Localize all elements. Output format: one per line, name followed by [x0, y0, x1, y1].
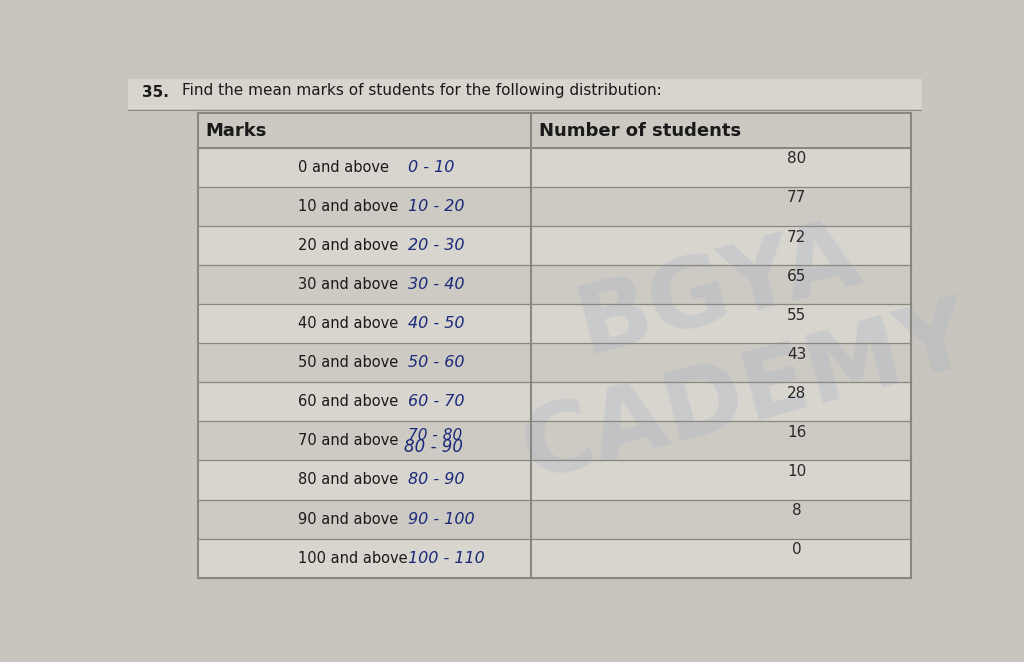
Text: 40 and above: 40 and above: [298, 316, 398, 331]
Text: 70 and above: 70 and above: [298, 434, 398, 448]
Bar: [198, 148, 910, 187]
Text: 35.: 35.: [142, 85, 169, 100]
Bar: [198, 226, 910, 265]
Text: 70 - 80: 70 - 80: [408, 428, 462, 443]
Text: 10 and above: 10 and above: [298, 199, 398, 214]
Text: Number of students: Number of students: [539, 122, 741, 140]
Bar: [198, 539, 910, 578]
Text: 10 - 20: 10 - 20: [408, 199, 464, 214]
Text: 100 - 110: 100 - 110: [408, 551, 484, 565]
Text: 10: 10: [787, 464, 807, 479]
Text: 16: 16: [787, 425, 807, 440]
Text: 40 - 50: 40 - 50: [408, 316, 464, 331]
Text: 80 - 90: 80 - 90: [403, 438, 463, 456]
Text: 55: 55: [787, 308, 807, 322]
Bar: [128, 79, 922, 112]
Text: 80 - 90: 80 - 90: [408, 473, 464, 487]
Text: 100 and above: 100 and above: [298, 551, 408, 565]
Text: 50 and above: 50 and above: [298, 355, 398, 370]
Text: 20 and above: 20 and above: [298, 238, 398, 253]
Text: 0: 0: [792, 542, 802, 557]
Bar: [198, 422, 910, 461]
Bar: [198, 344, 910, 383]
Text: 0 and above: 0 and above: [298, 160, 389, 175]
Text: Find the mean marks of students for the following distribution:: Find the mean marks of students for the …: [182, 83, 662, 98]
Bar: [198, 113, 910, 578]
Text: 65: 65: [787, 269, 807, 283]
Text: 90 and above: 90 and above: [298, 512, 398, 526]
Text: 80: 80: [787, 152, 807, 166]
Text: 60 and above: 60 and above: [298, 395, 398, 409]
Text: 30 - 40: 30 - 40: [408, 277, 464, 292]
Text: 8: 8: [792, 503, 802, 518]
Text: 30 and above: 30 and above: [298, 277, 398, 292]
Bar: [198, 265, 910, 305]
Text: 50 - 60: 50 - 60: [408, 355, 464, 370]
Text: Marks: Marks: [206, 122, 267, 140]
Text: 60 - 70: 60 - 70: [408, 395, 464, 409]
Text: 90 - 100: 90 - 100: [408, 512, 474, 526]
Bar: [198, 500, 910, 539]
Bar: [198, 461, 910, 500]
Text: 0 - 10: 0 - 10: [408, 160, 454, 175]
Text: 77: 77: [787, 191, 807, 205]
Text: 28: 28: [787, 386, 807, 401]
Bar: [198, 383, 910, 422]
Text: 20 - 30: 20 - 30: [408, 238, 464, 253]
Text: 43: 43: [787, 347, 807, 361]
Bar: [198, 305, 910, 344]
Text: 72: 72: [787, 230, 807, 244]
Text: BGYA
CADEMY: BGYA CADEMY: [484, 186, 981, 499]
Bar: [198, 187, 910, 226]
Bar: [198, 113, 910, 148]
Bar: [198, 113, 910, 578]
Text: 80 and above: 80 and above: [298, 473, 398, 487]
